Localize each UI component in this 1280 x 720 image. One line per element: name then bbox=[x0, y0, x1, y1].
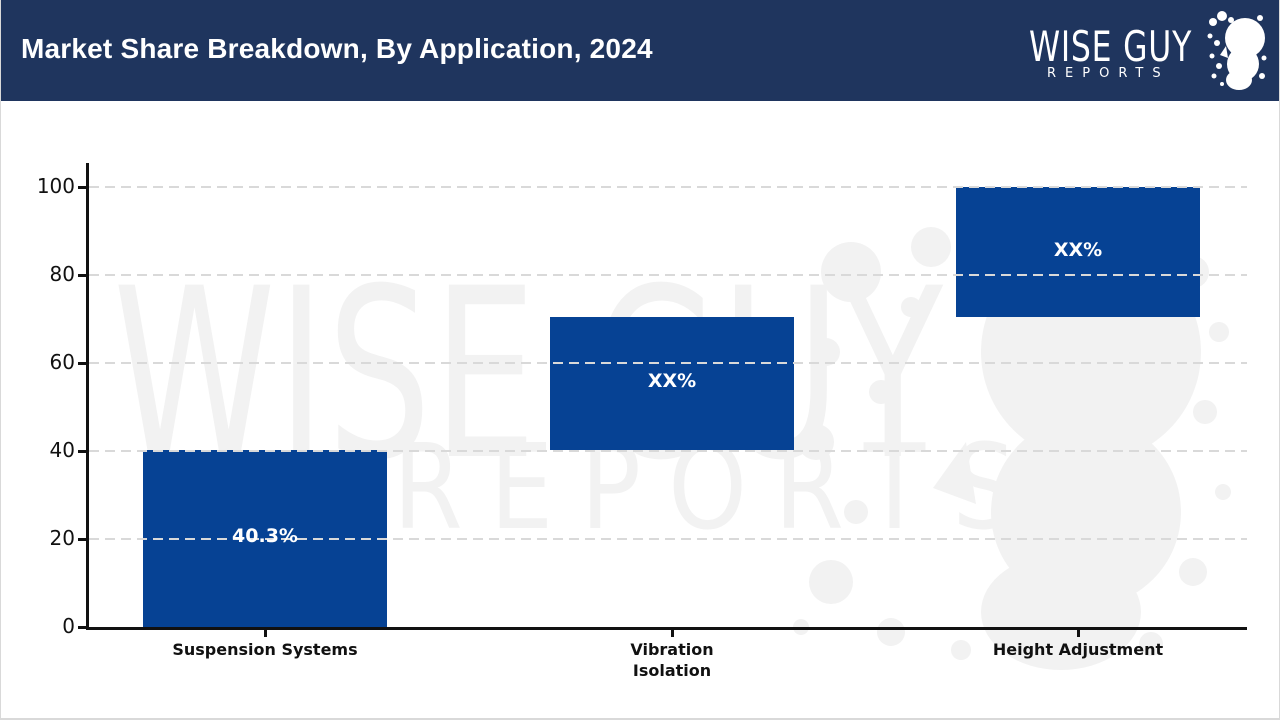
y-tick-label: 40 bbox=[49, 438, 75, 462]
x-tick-mark bbox=[264, 630, 267, 637]
x-axis-line bbox=[86, 627, 1247, 630]
bar-value-label: 40.3% bbox=[232, 525, 298, 548]
brand-logo: WISE GUY REPORTS bbox=[1027, 6, 1267, 96]
y-tick-label: 80 bbox=[49, 262, 75, 286]
gridline bbox=[89, 450, 1247, 452]
gridline bbox=[89, 274, 1247, 276]
gridline bbox=[89, 186, 1247, 188]
logo-face-icon bbox=[1207, 11, 1267, 90]
bar-value-label: XX% bbox=[1053, 238, 1103, 261]
y-tick-mark bbox=[78, 450, 86, 453]
y-tick-mark bbox=[78, 274, 86, 277]
y-tick-label: 20 bbox=[49, 526, 75, 550]
y-tick-mark bbox=[78, 186, 86, 189]
x-tick-mark bbox=[671, 630, 674, 637]
y-tick-mark bbox=[78, 538, 86, 541]
x-tick-mark bbox=[1077, 630, 1080, 637]
y-tick-label: 60 bbox=[49, 350, 75, 374]
x-category-label: Height Adjustment bbox=[992, 640, 1164, 659]
y-tick-label: 100 bbox=[36, 174, 75, 198]
x-category-label: Suspension Systems bbox=[172, 640, 358, 659]
y-tick-label: 0 bbox=[62, 614, 75, 638]
bar-segment bbox=[550, 316, 794, 450]
logo-wordmark: WISE GUY bbox=[1029, 22, 1193, 71]
bar-value-label: XX% bbox=[647, 370, 697, 393]
page-title: Market Share Breakdown, By Application, … bbox=[21, 33, 653, 64]
x-category-label: Vibration Isolation bbox=[630, 640, 714, 680]
y-tick-mark bbox=[78, 626, 86, 629]
gridline bbox=[89, 362, 1247, 364]
header: Market Share Breakdown, By Application, … bbox=[1, 0, 1279, 101]
y-tick-mark bbox=[78, 362, 86, 365]
logo-subtext: REPORTS bbox=[1047, 66, 1170, 81]
y-axis-line bbox=[86, 163, 89, 630]
gridline bbox=[89, 538, 1247, 540]
